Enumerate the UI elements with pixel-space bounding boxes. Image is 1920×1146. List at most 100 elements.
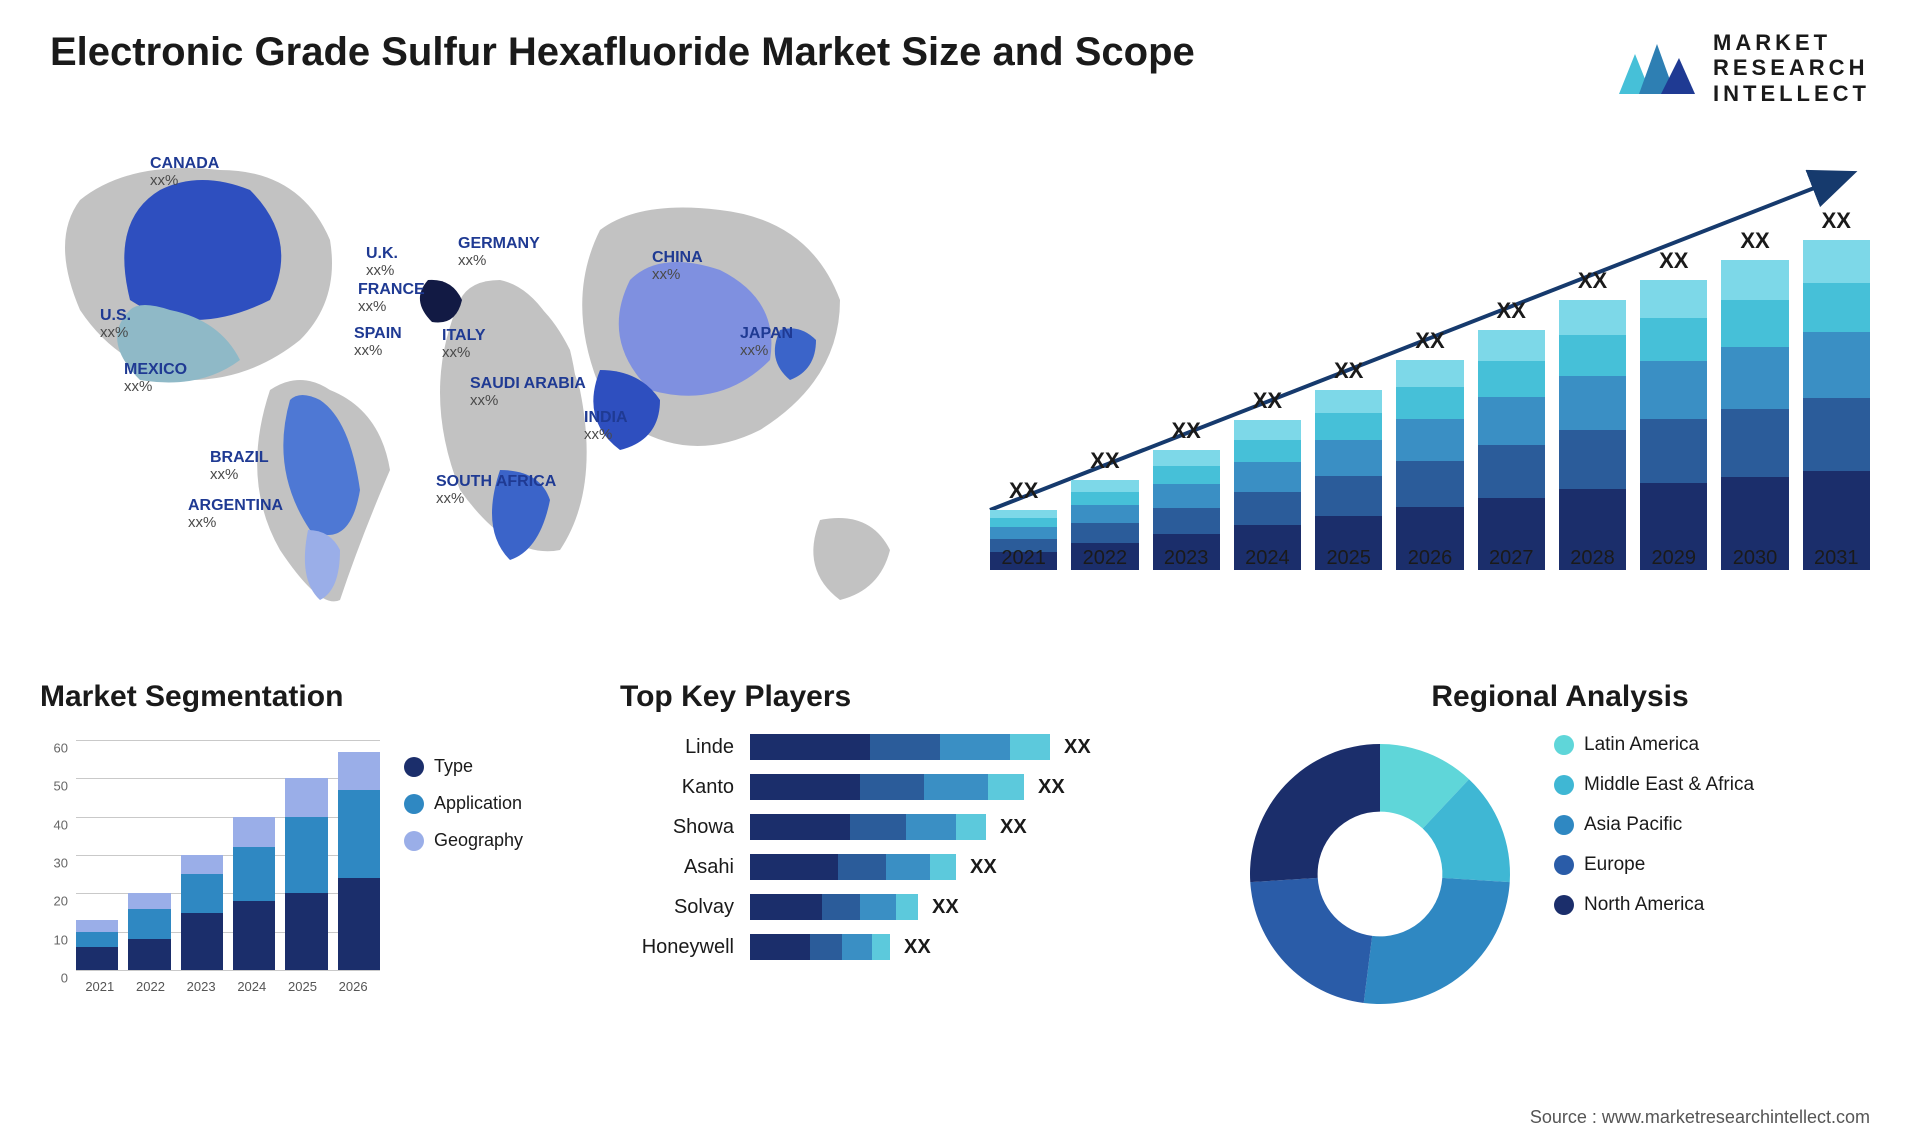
legend-swatch <box>1554 815 1574 835</box>
legend-item: Application <box>404 793 523 814</box>
player-row: AsahiXX <box>620 854 1180 880</box>
donut-slice <box>1364 878 1510 1004</box>
bar-segment <box>1071 492 1138 506</box>
player-bar <box>750 734 1050 760</box>
bar-segment <box>1153 466 1220 484</box>
bottom-sections: Market Segmentation 0102030405060 202120… <box>40 680 1880 1014</box>
growth-bar: XX2031 <box>1803 208 1870 570</box>
map-label: CANADAxx% <box>150 156 219 189</box>
legend-item: Latin America <box>1554 734 1754 756</box>
bar-value-label: XX <box>1334 358 1363 384</box>
bar-segment <box>1478 361 1545 397</box>
bar-segment <box>1640 280 1707 318</box>
player-value-label: XX <box>1000 816 1027 839</box>
source-attribution: Source : www.marketresearchintellect.com <box>1530 1107 1870 1128</box>
growth-bar: XX2024 <box>1234 388 1301 570</box>
bar-segment <box>1803 398 1870 471</box>
player-row: Honeywell XX <box>620 934 1180 960</box>
growth-bar: XX2029 <box>1640 248 1707 570</box>
bar-segment <box>1396 419 1463 461</box>
legend-label: Type <box>434 756 473 777</box>
bar-segment <box>1803 332 1870 398</box>
regional-section: Regional Analysis Latin AmericaMiddle Ea… <box>1240 680 1880 1014</box>
seg-bar-segment <box>338 752 380 790</box>
bar-value-label: XX <box>1090 448 1119 474</box>
legend-item: Europe <box>1554 854 1754 876</box>
seg-bar-segment <box>285 893 327 970</box>
player-bar <box>750 814 986 840</box>
seg-bar-segment <box>128 939 170 970</box>
player-bar-segment <box>940 734 1010 760</box>
growth-bar: XX2027 <box>1478 298 1545 570</box>
map-label: JAPANxx% <box>740 326 793 359</box>
bar-segment <box>1234 462 1301 492</box>
brand-logo: MARKET RESEARCH INTELLECT <box>1615 30 1870 106</box>
map-label: ITALYxx% <box>442 328 486 361</box>
bar-segment <box>1153 508 1220 534</box>
player-bar <box>750 894 918 920</box>
player-row: ShowaXX <box>620 814 1180 840</box>
bar-segment <box>1559 430 1626 489</box>
logo-line-3: INTELLECT <box>1713 81 1870 106</box>
seg-year-label: 2025 <box>288 979 317 994</box>
seg-bar-segment <box>128 909 170 940</box>
player-bar-segment <box>870 734 940 760</box>
bar-segment <box>1721 260 1788 300</box>
seg-bar-segment <box>181 913 223 971</box>
y-tick-label: 30 <box>40 856 68 871</box>
seg-bar <box>338 752 380 970</box>
map-label: ARGENTINAxx% <box>188 498 283 531</box>
bar-segment <box>1803 240 1870 283</box>
legend-swatch <box>1554 775 1574 795</box>
map-label: GERMANYxx% <box>458 236 540 269</box>
map-label: SOUTH AFRICAxx% <box>436 474 556 507</box>
bar-year-label: 2023 <box>1164 547 1209 570</box>
bar-segment <box>1640 419 1707 483</box>
player-bar-segment <box>860 774 924 800</box>
bar-segment <box>1071 523 1138 543</box>
seg-bar-segment <box>233 817 275 848</box>
bar-segment <box>1721 300 1788 347</box>
bar-value-label: XX <box>1740 228 1769 254</box>
bar-segment <box>1559 376 1626 430</box>
seg-year-label: 2024 <box>237 979 266 994</box>
segmentation-legend: Type Application Geography <box>404 756 523 867</box>
player-bar-segment <box>750 814 850 840</box>
player-value-label: XX <box>904 936 931 959</box>
bar-segment <box>1396 387 1463 419</box>
seg-year-label: 2026 <box>339 979 368 994</box>
player-bar-segment <box>850 814 906 840</box>
growth-bar: XX2022 <box>1071 448 1138 570</box>
legend-item: Middle East & Africa <box>1554 774 1754 796</box>
bar-year-label: 2025 <box>1326 547 1371 570</box>
player-name: Honeywell <box>620 936 750 959</box>
bar-value-label: XX <box>1415 328 1444 354</box>
segmentation-chart: 0102030405060 202120222023202420252026 <box>40 734 380 994</box>
legend-label: Geography <box>434 830 523 851</box>
y-tick-label: 60 <box>40 741 68 756</box>
bar-value-label: XX <box>1578 268 1607 294</box>
player-name: Linde <box>620 736 750 759</box>
player-bar-segment <box>750 934 810 960</box>
bar-segment <box>1234 420 1301 440</box>
map-label: FRANCExx% <box>358 282 425 315</box>
player-bar-segment <box>886 854 930 880</box>
legend-swatch <box>1554 735 1574 755</box>
bar-year-label: 2024 <box>1245 547 1290 570</box>
seg-bar-segment <box>285 778 327 816</box>
bar-value-label: XX <box>1497 298 1526 324</box>
player-bar-segment <box>750 894 822 920</box>
donut-slice <box>1250 878 1372 1003</box>
segmentation-title: Market Segmentation <box>40 680 560 714</box>
legend-label: Asia Pacific <box>1584 814 1682 836</box>
bar-value-label: XX <box>1009 478 1038 504</box>
bar-segment <box>1721 347 1788 409</box>
page-title: Electronic Grade Sulfur Hexafluoride Mar… <box>50 30 1195 75</box>
player-bar-segment <box>860 894 896 920</box>
player-name: Solvay <box>620 896 750 919</box>
seg-bar-segment <box>128 893 170 908</box>
growth-bar: XX2028 <box>1559 268 1626 570</box>
player-row: LindeXX <box>620 734 1180 760</box>
player-bar-segment <box>924 774 988 800</box>
seg-bar <box>76 920 118 970</box>
